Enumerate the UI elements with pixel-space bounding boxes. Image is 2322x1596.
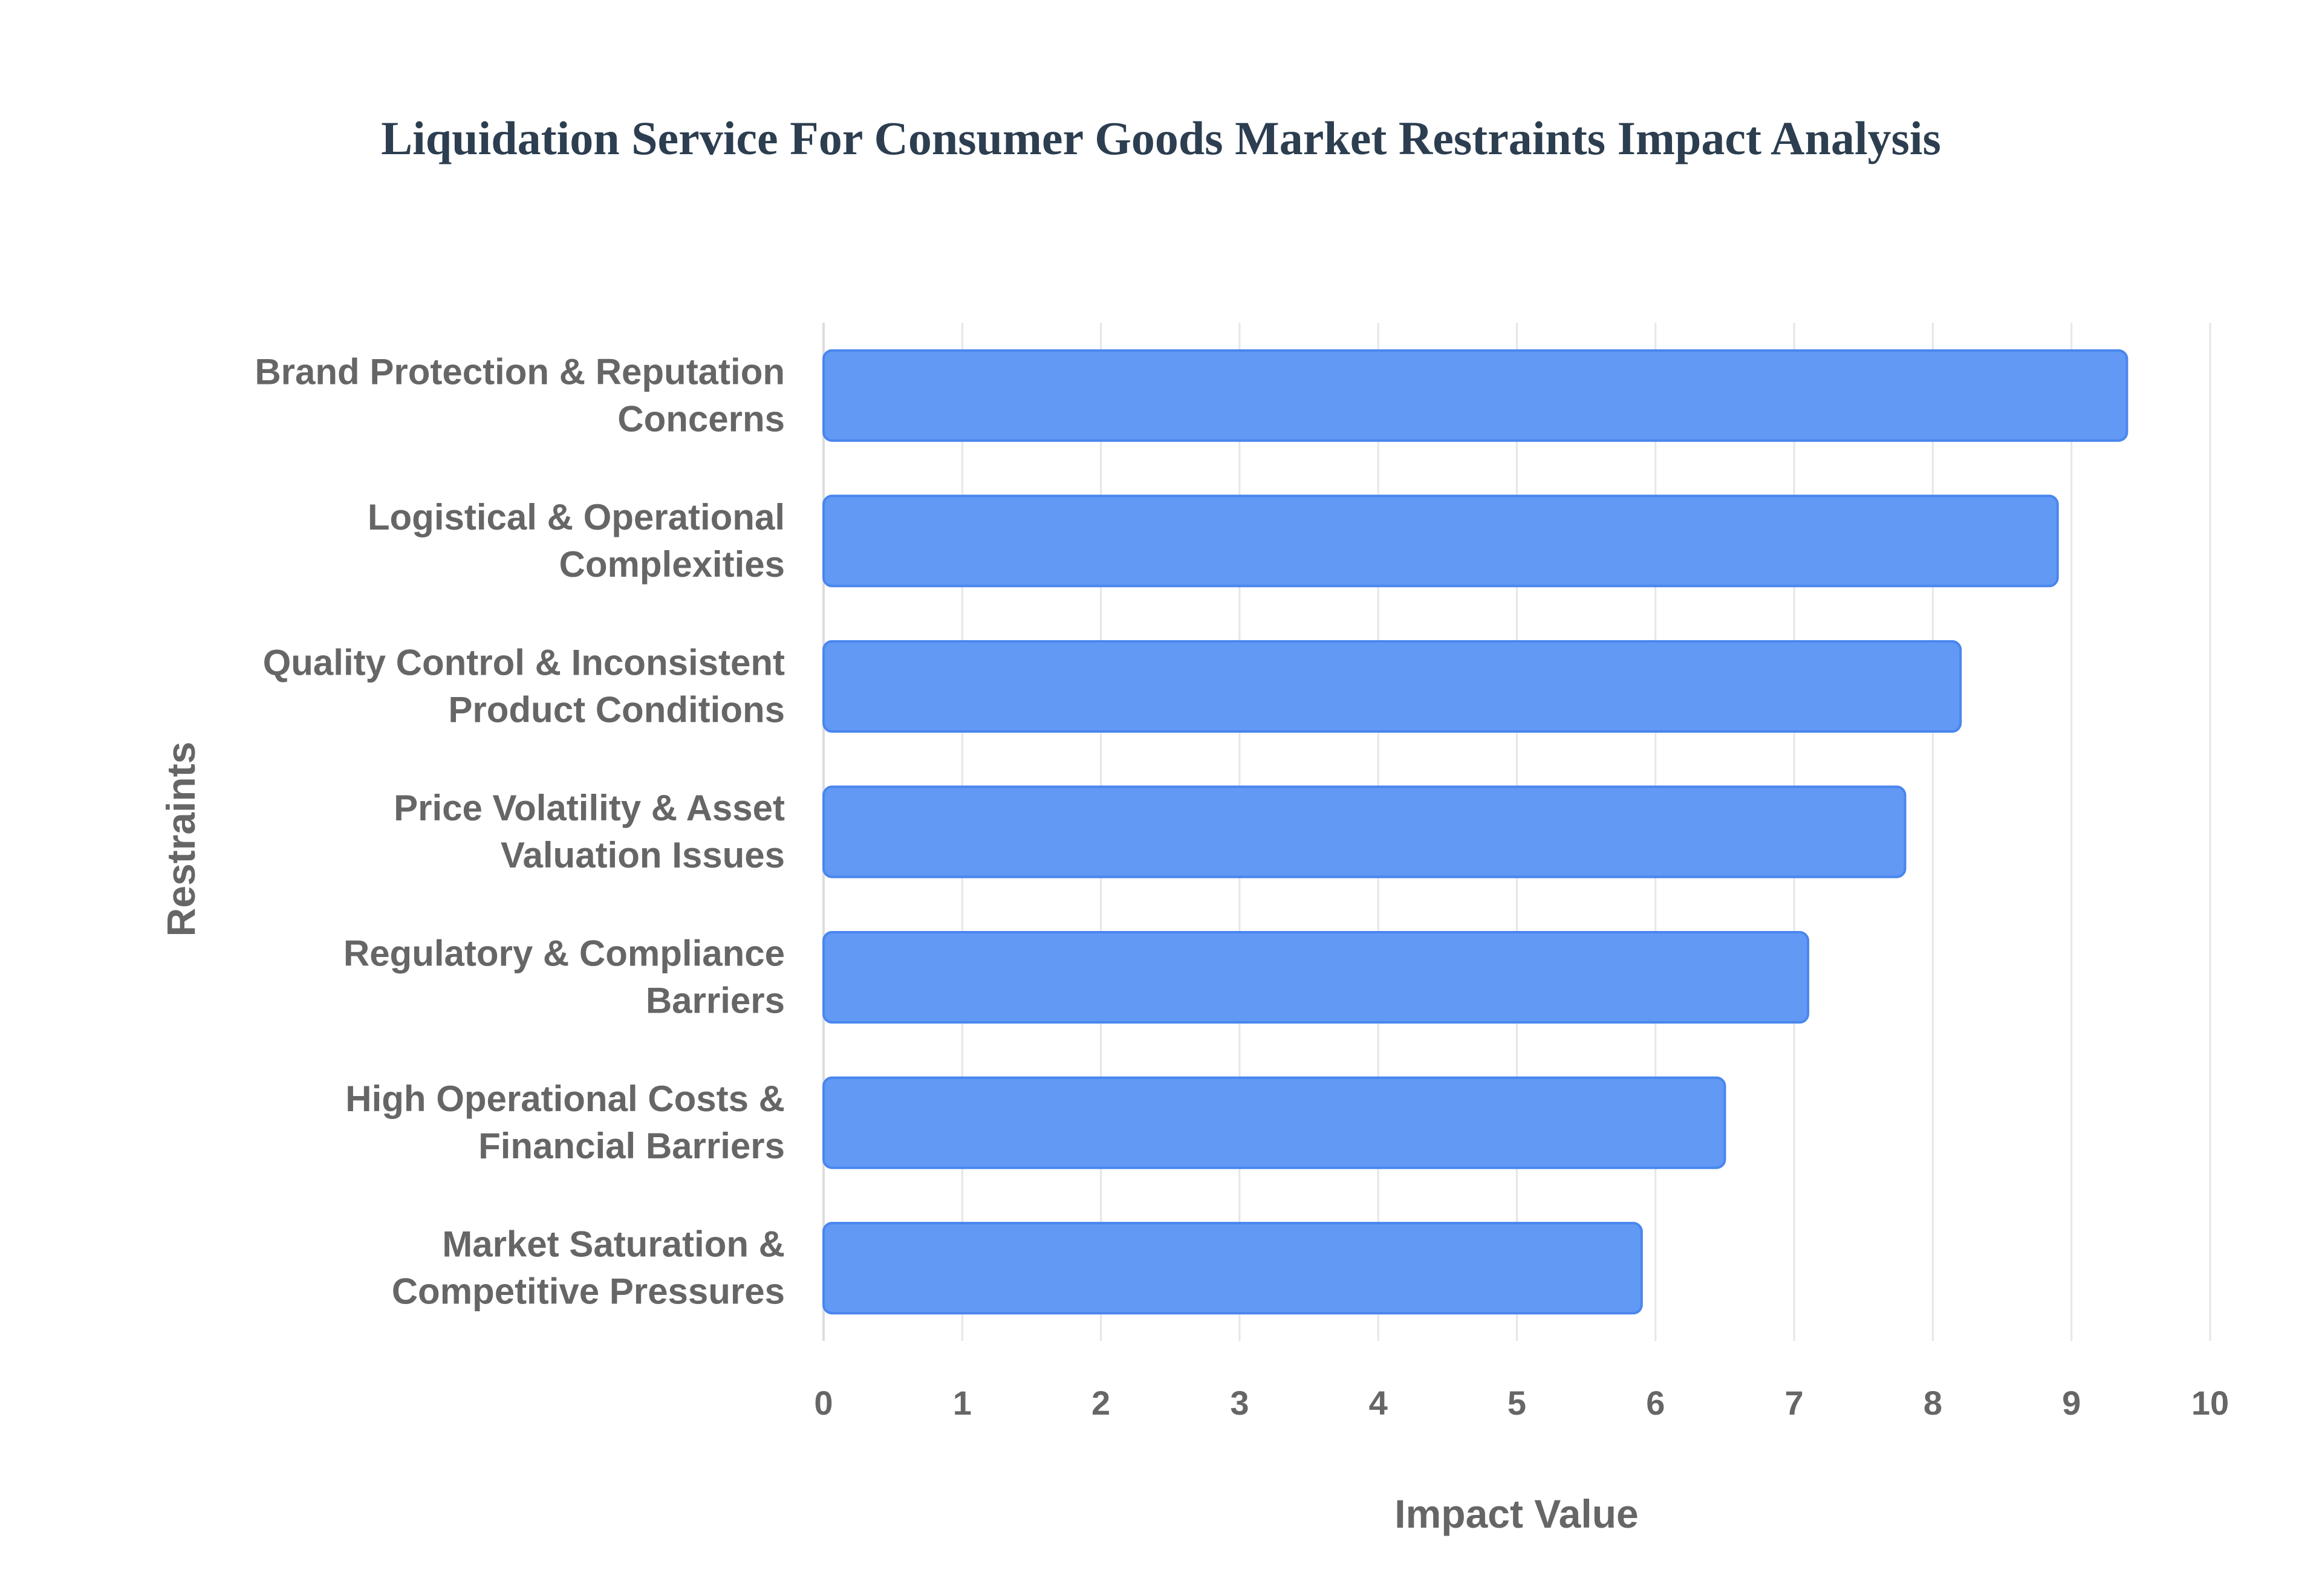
category-label: Brand Protection & Reputation Concerns bbox=[255, 351, 785, 439]
category-label-line: Logistical & Operational bbox=[368, 497, 785, 537]
category-label-line: Barriers bbox=[646, 981, 785, 1021]
bar bbox=[822, 930, 1810, 1024]
category-label-line: Product Conditions bbox=[448, 689, 785, 730]
category-label-line: Regulatory & Compliance bbox=[343, 933, 785, 974]
category-label-line: High Operational Costs & bbox=[345, 1079, 785, 1119]
bar bbox=[822, 1076, 1726, 1169]
y-axis-label: Restraints bbox=[158, 742, 203, 937]
category-label-line: Concerns bbox=[617, 398, 785, 439]
bar bbox=[822, 495, 2059, 588]
category-label-line: Valuation Issues bbox=[501, 835, 785, 875]
x-tick-label: 6 bbox=[1646, 1384, 1665, 1422]
x-tick-label: 8 bbox=[1924, 1384, 1942, 1422]
category-labels: Brand Protection & Reputation Concerns Log… bbox=[255, 351, 785, 1311]
category-label: Market Saturation & Competitive Pressures bbox=[392, 1224, 785, 1312]
category-label-line: Brand Protection & Reputation bbox=[255, 351, 785, 392]
x-tick-label: 0 bbox=[814, 1384, 833, 1422]
category-label-line: Complexities bbox=[559, 544, 785, 585]
x-tick-label: 4 bbox=[1369, 1384, 1388, 1422]
x-tick-label: 3 bbox=[1230, 1384, 1249, 1422]
x-tick-label: 1 bbox=[953, 1384, 972, 1422]
x-tick-label: 2 bbox=[1091, 1384, 1110, 1422]
x-tick-label: 9 bbox=[2062, 1384, 2081, 1422]
chart-title: Liquidation Service For Consumer Goods M… bbox=[381, 112, 1941, 164]
category-label-line: Financial Barriers bbox=[478, 1126, 785, 1166]
category-label: Regulatory & Compliance Barriers bbox=[343, 933, 785, 1021]
x-tick-label: 10 bbox=[2191, 1384, 2229, 1422]
x-tick-labels: 0 1 2 3 4 5 6 7 8 9 10 bbox=[814, 1384, 2229, 1422]
category-label-line: Market Saturation & bbox=[442, 1224, 785, 1265]
category-label-line: Price Volatility & Asset bbox=[394, 788, 785, 828]
category-label: Price Volatility & Asset Valuation Issues bbox=[394, 788, 785, 875]
category-label-line: Quality Control & Inconsistent bbox=[263, 642, 785, 683]
category-label: Logistical & Operational Complexities bbox=[368, 497, 785, 585]
x-axis-label: Impact Value bbox=[1394, 1491, 1639, 1536]
bar bbox=[822, 640, 1962, 733]
bars bbox=[822, 349, 2128, 1315]
category-label: Quality Control & Inconsistent Product Co… bbox=[263, 642, 785, 730]
bar bbox=[822, 1222, 1643, 1315]
bar bbox=[822, 349, 2128, 442]
x-tick-label: 5 bbox=[1507, 1384, 1526, 1422]
category-label-line: Competitive Pressures bbox=[392, 1271, 785, 1312]
x-tick-label: 7 bbox=[1785, 1384, 1804, 1422]
category-label: High Operational Costs & Financial Barrie… bbox=[345, 1079, 785, 1166]
bar bbox=[822, 785, 1907, 878]
